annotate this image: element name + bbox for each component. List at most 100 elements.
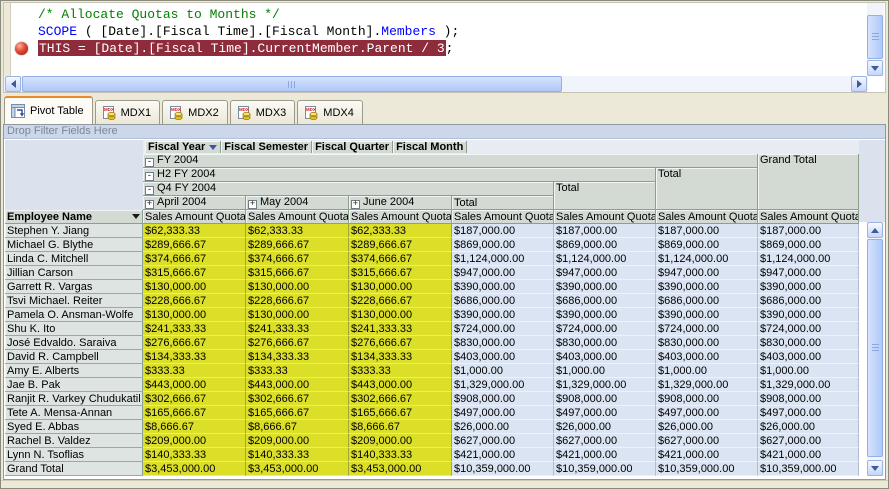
- drop-filter-area[interactable]: Drop Filter Fields Here: [4, 125, 885, 139]
- total-value-cell[interactable]: $421,000.00: [452, 448, 554, 462]
- total-value-cell[interactable]: $1,000.00: [452, 364, 554, 378]
- employee-name-cell[interactable]: Linda C. Mitchell: [5, 252, 143, 266]
- total-value-cell[interactable]: $10,359,000.00: [554, 462, 656, 476]
- dropdown-arrow-icon[interactable]: [132, 214, 140, 219]
- tab-mdx4[interactable]: MDX MDX4: [297, 100, 363, 124]
- employee-name-cell[interactable]: Jillian Carson: [5, 266, 143, 280]
- quota-value-cell[interactable]: $315,666.67: [246, 266, 349, 280]
- editor-hscroll-thumb[interactable]: [22, 76, 562, 92]
- quota-value-cell[interactable]: $241,333.33: [349, 322, 452, 336]
- employee-name-cell[interactable]: José Edvaldo. Saraiva: [5, 336, 143, 350]
- total-value-cell[interactable]: $908,000.00: [758, 392, 860, 406]
- employee-name-cell[interactable]: Lynn N. Tsoflias: [5, 448, 143, 462]
- total-value-cell[interactable]: $403,000.00: [452, 350, 554, 364]
- measure-header[interactable]: Sales Amount Quota: [246, 210, 349, 224]
- quota-value-cell[interactable]: $130,000.00: [143, 308, 246, 322]
- quota-value-cell[interactable]: $140,333.33: [143, 448, 246, 462]
- total-value-cell[interactable]: $26,000.00: [554, 420, 656, 434]
- total-value-cell[interactable]: $908,000.00: [554, 392, 656, 406]
- quota-value-cell[interactable]: $374,666.67: [349, 252, 452, 266]
- employee-name-cell[interactable]: Garrett R. Vargas: [5, 280, 143, 294]
- expand-icon[interactable]: +: [248, 199, 257, 209]
- total-value-cell[interactable]: $421,000.00: [758, 448, 860, 462]
- employee-name-cell[interactable]: Syed E. Abbas: [5, 420, 143, 434]
- quota-value-cell[interactable]: $289,666.67: [349, 238, 452, 252]
- expand-icon[interactable]: +: [351, 199, 360, 209]
- total-value-cell[interactable]: $908,000.00: [452, 392, 554, 406]
- quota-value-cell[interactable]: $276,666.67: [246, 336, 349, 350]
- quota-value-cell[interactable]: $241,333.33: [143, 322, 246, 336]
- total-value-cell[interactable]: $403,000.00: [554, 350, 656, 364]
- total-value-cell[interactable]: $187,000.00: [758, 224, 860, 238]
- total-value-cell[interactable]: $627,000.00: [452, 434, 554, 448]
- header-quarter-member[interactable]: - Q4 FY 2004: [143, 182, 554, 196]
- header-month-june[interactable]: + June 2004: [349, 196, 452, 210]
- employee-name-cell[interactable]: Tsvi Michael. Reiter: [5, 294, 143, 308]
- header-grand-total[interactable]: Grand Total: [758, 154, 860, 210]
- editor-horizontal-scrollbar[interactable]: [4, 76, 868, 92]
- total-value-cell[interactable]: $724,000.00: [452, 322, 554, 336]
- employee-name-cell[interactable]: Jae B. Pak: [5, 378, 143, 392]
- quota-value-cell[interactable]: $228,666.67: [143, 294, 246, 308]
- total-value-cell[interactable]: $947,000.00: [656, 266, 758, 280]
- collapse-icon[interactable]: -: [145, 157, 154, 167]
- quota-value-cell[interactable]: $289,666.67: [246, 238, 349, 252]
- total-value-cell[interactable]: $627,000.00: [656, 434, 758, 448]
- quota-value-cell[interactable]: $134,333.33: [246, 350, 349, 364]
- quota-value-cell[interactable]: $130,000.00: [246, 280, 349, 294]
- total-value-cell[interactable]: $421,000.00: [554, 448, 656, 462]
- total-value-cell[interactable]: $10,359,000.00: [656, 462, 758, 476]
- total-value-cell[interactable]: $869,000.00: [554, 238, 656, 252]
- quota-value-cell[interactable]: $276,666.67: [349, 336, 452, 350]
- editor-vertical-scrollbar[interactable]: [867, 3, 884, 76]
- tab-pivot-table[interactable]: Pivot Table: [4, 96, 93, 124]
- total-value-cell[interactable]: $830,000.00: [452, 336, 554, 350]
- dropdown-arrow-icon[interactable]: [209, 144, 218, 150]
- total-value-cell[interactable]: $403,000.00: [758, 350, 860, 364]
- employee-name-cell[interactable]: Pamela O. Ansman-Wolfe: [5, 308, 143, 322]
- quota-value-cell[interactable]: $228,666.67: [349, 294, 452, 308]
- pivot-scroll-up-button[interactable]: [867, 222, 883, 238]
- total-value-cell[interactable]: $1,124,000.00: [758, 252, 860, 266]
- collapse-icon[interactable]: -: [145, 185, 154, 195]
- editor-scroll-left-button[interactable]: [5, 76, 21, 92]
- quota-value-cell[interactable]: $209,000.00: [143, 434, 246, 448]
- total-value-cell[interactable]: $1,329,000.00: [758, 378, 860, 392]
- tab-mdx1[interactable]: MDX MDX1: [94, 100, 161, 124]
- total-value-cell[interactable]: $1,329,000.00: [452, 378, 554, 392]
- header-semester-member[interactable]: - H2 FY 2004: [143, 168, 656, 182]
- quota-value-cell[interactable]: $443,000.00: [246, 378, 349, 392]
- total-value-cell[interactable]: $869,000.00: [656, 238, 758, 252]
- total-value-cell[interactable]: $1,124,000.00: [452, 252, 554, 266]
- editor-scroll-down-button[interactable]: [867, 60, 883, 76]
- quota-value-cell[interactable]: $130,000.00: [349, 308, 452, 322]
- total-value-cell[interactable]: $1,329,000.00: [656, 378, 758, 392]
- employee-name-cell[interactable]: Tete A. Mensa-Annan: [5, 406, 143, 420]
- total-value-cell[interactable]: $26,000.00: [656, 420, 758, 434]
- quota-value-cell[interactable]: $3,453,000.00: [143, 462, 246, 476]
- quota-value-cell[interactable]: $289,666.67: [143, 238, 246, 252]
- field-fiscal-semester[interactable]: Fiscal Semester: [221, 141, 313, 153]
- tab-mdx3[interactable]: MDX MDX3: [229, 100, 296, 124]
- total-value-cell[interactable]: $187,000.00: [452, 224, 554, 238]
- header-year-total[interactable]: Total: [656, 168, 758, 210]
- total-value-cell[interactable]: $869,000.00: [452, 238, 554, 252]
- total-value-cell[interactable]: $724,000.00: [554, 322, 656, 336]
- employee-name-cell[interactable]: Shu K. Ito: [5, 322, 143, 336]
- quota-value-cell[interactable]: $228,666.67: [246, 294, 349, 308]
- header-month-april[interactable]: + April 2004: [143, 196, 246, 210]
- total-value-cell[interactable]: $830,000.00: [656, 336, 758, 350]
- total-value-cell[interactable]: $10,359,000.00: [452, 462, 554, 476]
- pivot-vscroll-thumb[interactable]: [867, 239, 883, 457]
- editor-vscroll-thumb[interactable]: [867, 15, 883, 59]
- pivot-scroll-down-button[interactable]: [867, 460, 883, 476]
- quota-value-cell[interactable]: $333.33: [246, 364, 349, 378]
- total-value-cell[interactable]: $724,000.00: [758, 322, 860, 336]
- total-value-cell[interactable]: $497,000.00: [554, 406, 656, 420]
- quota-value-cell[interactable]: $8,666.67: [349, 420, 452, 434]
- quota-value-cell[interactable]: $62,333.33: [349, 224, 452, 238]
- quota-value-cell[interactable]: $241,333.33: [246, 322, 349, 336]
- quota-value-cell[interactable]: $134,333.33: [143, 350, 246, 364]
- employee-name-cell[interactable]: Stephen Y. Jiang: [5, 224, 143, 238]
- header-month-may[interactable]: + May 2004: [246, 196, 349, 210]
